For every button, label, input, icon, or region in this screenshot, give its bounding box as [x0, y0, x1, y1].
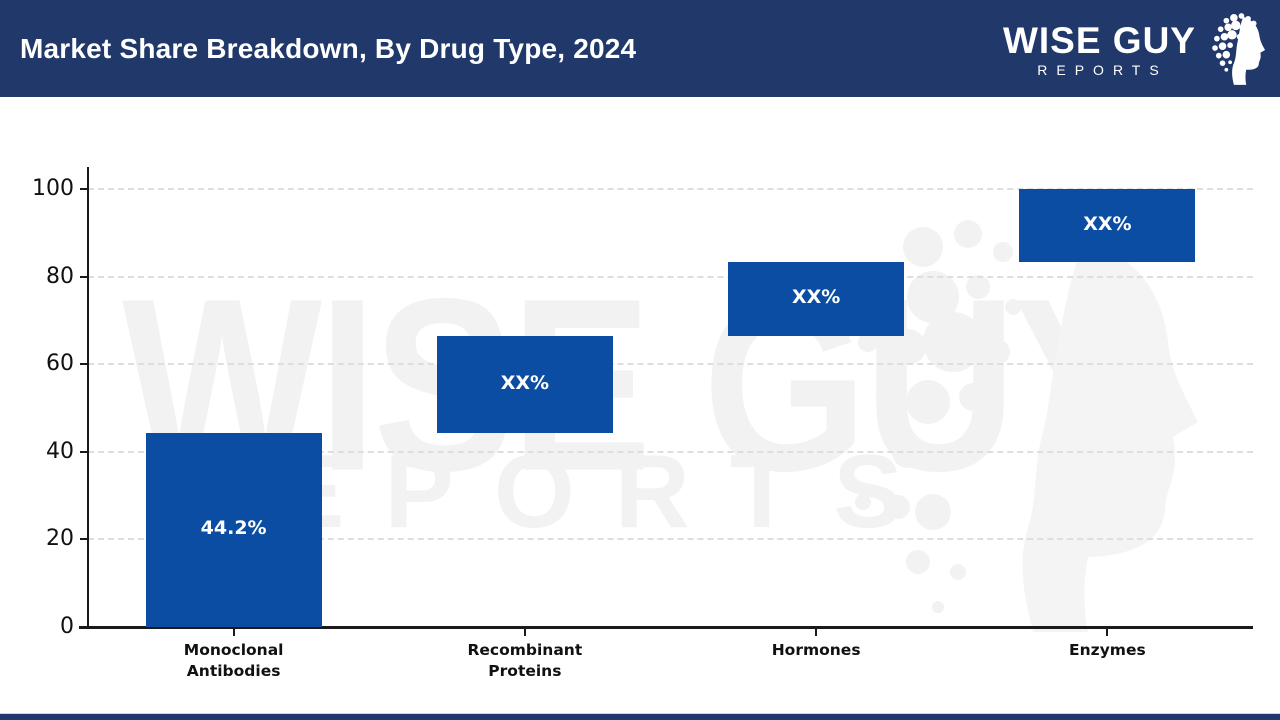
x-category-label: Enzymes	[1069, 641, 1146, 659]
logo-head-icon	[1212, 13, 1266, 85]
y-axis-tick	[80, 188, 88, 190]
y-axis-tick	[80, 538, 88, 541]
y-tick-label: 100	[32, 176, 74, 201]
footer-divider	[0, 713, 1280, 714]
bar	[145, 433, 322, 627]
y-axis-line	[87, 167, 89, 629]
y-axis-tick	[80, 363, 88, 366]
x-category-label: Recombinant Proteins	[467, 641, 583, 680]
grid-line	[88, 363, 1253, 366]
y-axis-tick	[80, 450, 88, 453]
wise-guy-reports-logo: WISE GUY REPORTS	[1003, 6, 1266, 92]
x-category-label: Monoclonal Antibodies	[183, 641, 284, 680]
y-tick-label: 40	[46, 438, 74, 464]
y-tick-label: 20	[46, 526, 74, 552]
x-axis-tick	[523, 628, 526, 636]
logo-wordmark: WISE GUY	[1002, 19, 1196, 61]
header-bar: Market Share Breakdown, By Drug Type, 20…	[0, 0, 1280, 97]
x-axis-tick	[815, 628, 818, 636]
x-axis-tick	[1106, 628, 1109, 636]
bar	[728, 262, 905, 336]
grid-line	[88, 188, 1253, 190]
x-axis-tick	[232, 628, 235, 636]
grid-line	[88, 275, 1253, 278]
bar-label: XX%	[1083, 212, 1132, 235]
grid-line	[88, 538, 1253, 541]
bar	[1019, 189, 1196, 263]
logo-text: WISE GUY REPORTS	[1002, 19, 1196, 78]
bar-label: 44.2%	[200, 517, 267, 540]
y-tick-label: 0	[60, 614, 74, 639]
footer-bar	[0, 714, 1280, 720]
x-category-label: Hormones	[771, 641, 861, 659]
bar-label: XX%	[500, 371, 550, 394]
grid-line	[88, 450, 1253, 453]
y-tick-label: 60	[46, 351, 74, 377]
page-title: Market Share Breakdown, By Drug Type, 20…	[20, 32, 637, 64]
logo-sub-wordmark: REPORTS	[1037, 61, 1168, 78]
x-axis-line	[79, 626, 1253, 629]
bar	[436, 335, 613, 434]
bar-label: XX%	[791, 285, 841, 308]
y-axis-tick	[80, 275, 88, 278]
y-tick-label: 80	[46, 263, 74, 289]
